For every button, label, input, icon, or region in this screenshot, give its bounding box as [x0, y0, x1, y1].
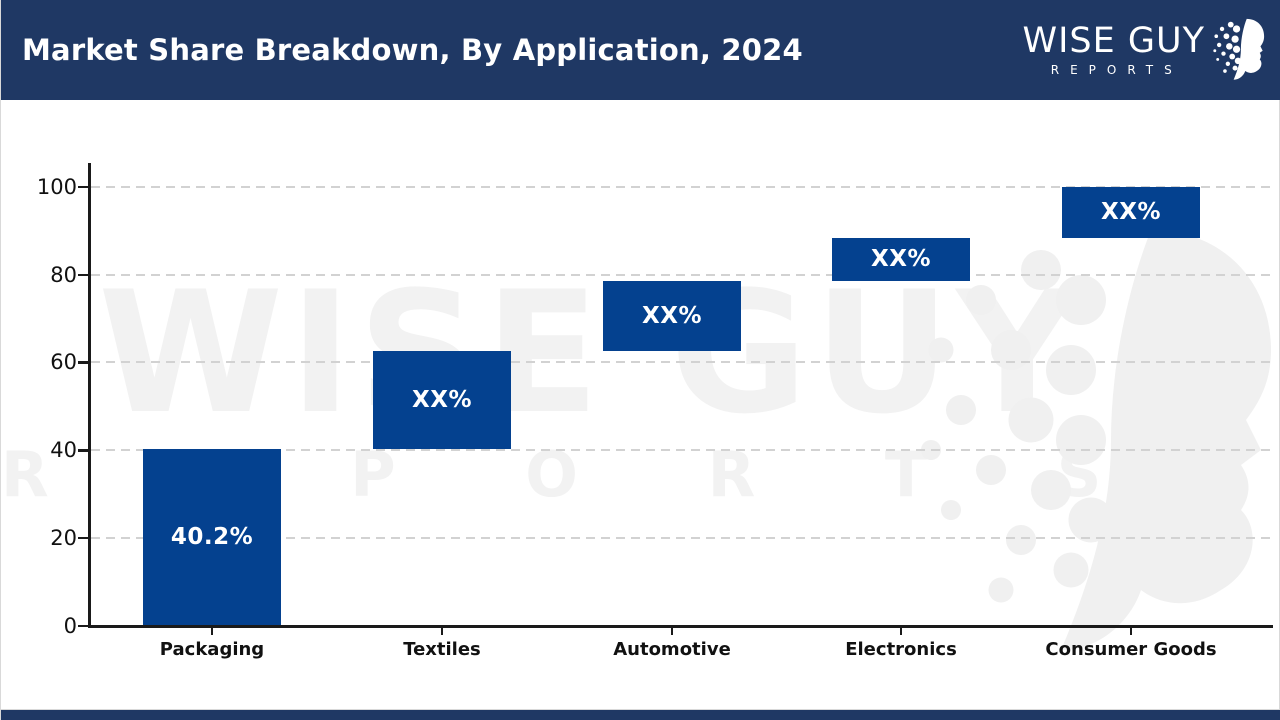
- bar-automotive: XX%: [603, 280, 741, 352]
- bar-value-label: XX%: [411, 387, 472, 414]
- bar-value-label: 40.2%: [170, 524, 254, 551]
- y-axis-line: [88, 163, 91, 627]
- bar-consumer-goods: XX%: [1062, 186, 1200, 239]
- chart-title: Market Share Breakdown, By Application, …: [22, 33, 803, 67]
- gridline-y40: [91, 449, 1273, 451]
- gridline-y20: [91, 536, 1273, 539]
- x-category-label: Electronics: [845, 639, 957, 660]
- y-tick-mark: [78, 185, 88, 189]
- bar-value-label: XX%: [641, 302, 702, 329]
- footer-bar: [1, 710, 1280, 720]
- x-tick-mark: [441, 627, 443, 635]
- y-tick-label: 80: [50, 262, 77, 287]
- x-category-label: Packaging: [159, 639, 265, 660]
- y-tick-label: 100: [36, 174, 77, 199]
- x-axis-line: [88, 625, 1273, 628]
- chart-border-line: [1, 709, 1280, 710]
- header-bar: Market Share Breakdown, By Application, …: [1, 0, 1280, 100]
- x-tick-mark: [1130, 627, 1132, 635]
- bar-value-label: XX%: [870, 246, 931, 273]
- logo-head-icon: [1213, 18, 1265, 80]
- y-tick-mark: [78, 449, 88, 452]
- y-tick-mark: [78, 361, 88, 364]
- x-category-label: Automotive: [613, 639, 731, 660]
- y-tick-label: 0: [63, 613, 77, 638]
- x-tick-mark: [900, 627, 902, 635]
- x-category-label: Consumer Goods: [1045, 639, 1217, 660]
- bar-electronics: XX%: [832, 238, 970, 281]
- y-tick-label: 40: [50, 438, 77, 462]
- wiseguy-logo: WISE GUY REPORTS: [1022, 9, 1280, 91]
- gridline-y80: [91, 273, 1273, 276]
- y-tick-mark: [78, 536, 88, 540]
- gridline-y100: [91, 185, 1273, 188]
- logo-subtitle: REPORTS: [1050, 63, 1183, 77]
- y-tick-mark: [78, 273, 88, 276]
- y-tick-label: 20: [50, 525, 77, 550]
- y-tick-mark: [78, 624, 88, 627]
- gridline-y60: [91, 361, 1273, 364]
- x-tick-mark: [211, 627, 213, 635]
- bar-value-label: XX%: [1100, 199, 1161, 226]
- logo-wordmark: WISE GUY: [1022, 21, 1205, 61]
- bar-packaging: 40.2%: [143, 449, 281, 626]
- y-tick-label: 60: [50, 350, 77, 375]
- x-category-label: Textiles: [403, 639, 481, 660]
- bar-textiles: XX%: [373, 351, 511, 450]
- x-tick-mark: [671, 627, 673, 635]
